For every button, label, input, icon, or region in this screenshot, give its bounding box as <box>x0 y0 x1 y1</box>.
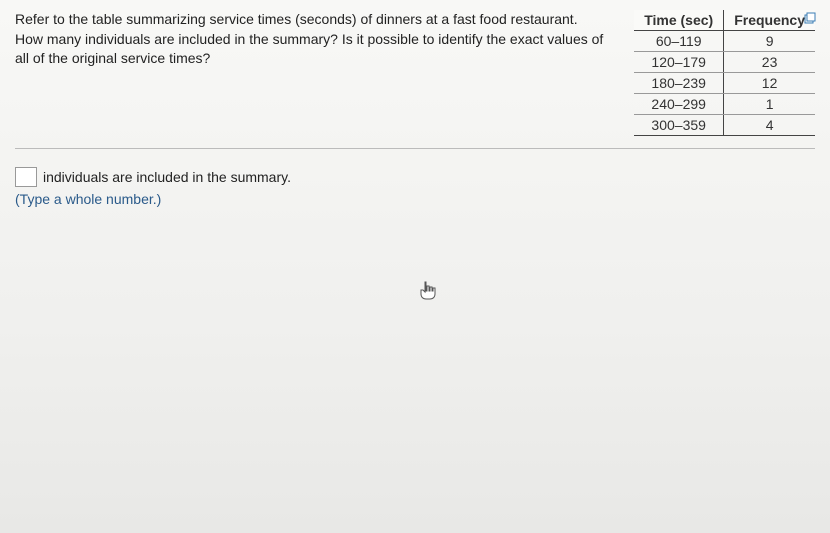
table-cell-time: 240–299 <box>634 94 724 115</box>
table-cell-time: 180–239 <box>634 73 724 94</box>
table-cell-freq: 9 <box>724 31 815 52</box>
answer-input[interactable] <box>15 167 37 187</box>
table-row: 180–239 12 <box>634 73 815 94</box>
table-row: 300–359 4 <box>634 115 815 136</box>
answer-row: individuals are included in the summary. <box>15 167 815 187</box>
table-row: 120–179 23 <box>634 52 815 73</box>
table-header-frequency: Frequency <box>724 10 815 31</box>
table-cell-freq: 12 <box>724 73 815 94</box>
frequency-table-wrap: Time (sec) Frequency 60–119 9 120–179 23… <box>634 10 815 136</box>
pointer-cursor-icon <box>418 280 438 305</box>
answer-section: individuals are included in the summary.… <box>15 167 815 207</box>
table-row: 60–119 9 <box>634 31 815 52</box>
table-cell-freq: 4 <box>724 115 815 136</box>
table-header-time: Time (sec) <box>634 10 724 31</box>
table-row: 240–299 1 <box>634 94 815 115</box>
table-cell-freq: 1 <box>724 94 815 115</box>
answer-suffix: individuals are included in the summary. <box>43 169 291 185</box>
question-text: Refer to the table summarizing service t… <box>15 10 604 136</box>
table-cell-time: 60–119 <box>634 31 724 52</box>
table-cell-time: 300–359 <box>634 115 724 136</box>
answer-hint: (Type a whole number.) <box>15 191 815 207</box>
table-cell-freq: 23 <box>724 52 815 73</box>
frequency-table: Time (sec) Frequency 60–119 9 120–179 23… <box>634 10 815 136</box>
question-section: Refer to the table summarizing service t… <box>15 10 815 149</box>
table-cell-time: 120–179 <box>634 52 724 73</box>
copy-icon[interactable] <box>803 12 817 24</box>
